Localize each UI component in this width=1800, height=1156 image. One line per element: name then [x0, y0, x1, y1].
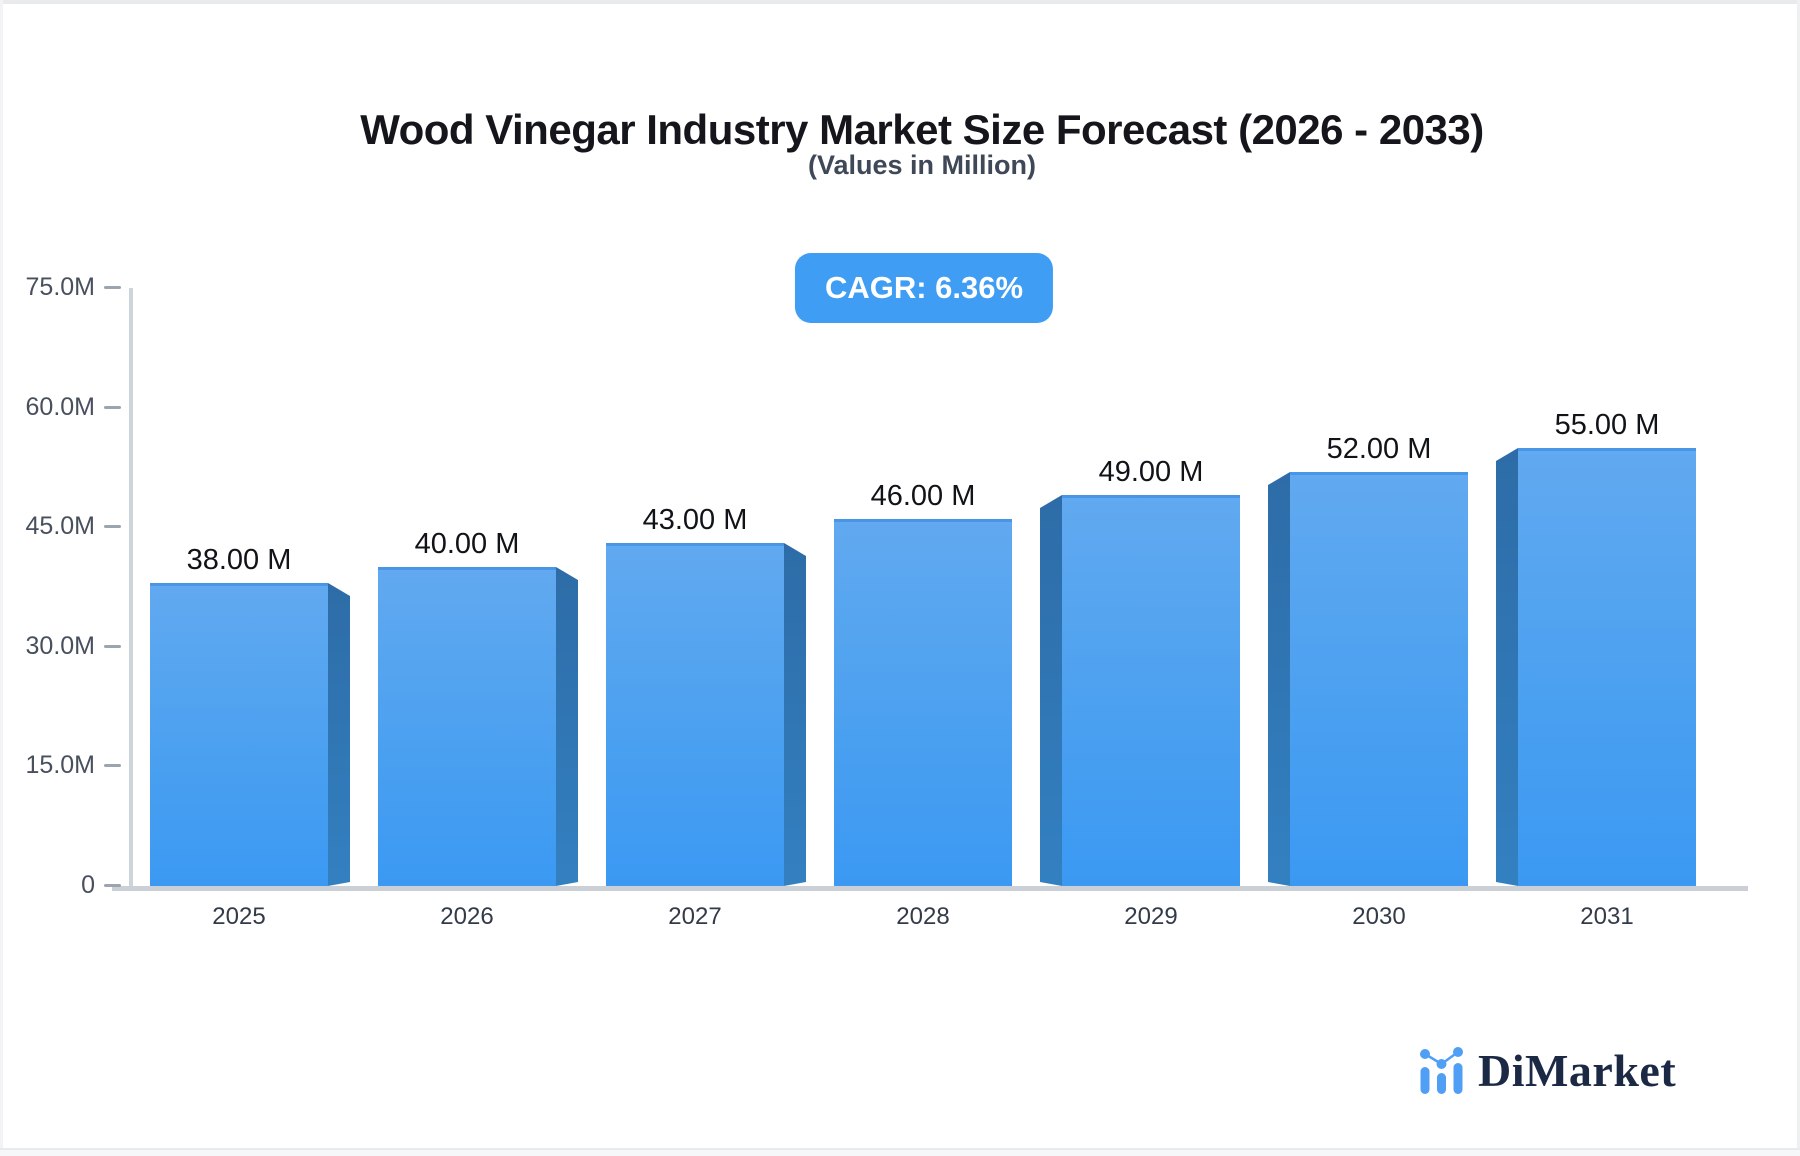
y-tick-mark — [104, 884, 121, 887]
window-edge-bottom-line — [0, 1148, 1800, 1150]
y-tick-mark — [104, 645, 121, 648]
bar-side-panel-2031 — [1496, 448, 1518, 886]
bar-value-label-2026: 40.00 M — [414, 528, 520, 560]
window-edge-right — [1797, 0, 1800, 1156]
bar-value-label-2027: 43.00 M — [642, 504, 748, 536]
y-tick-label-60.0M: 60.0M — [25, 393, 95, 421]
y-tick-label-75.0M: 75.0M — [25, 273, 95, 301]
y-axis-line — [129, 288, 133, 886]
y-tick-label-0: 0 — [81, 871, 95, 899]
x-tick-label-2027: 2027 — [668, 903, 722, 930]
x-tick-label-2025: 2025 — [212, 903, 266, 930]
x-tick-label-2028: 2028 — [896, 903, 950, 930]
brand-name: DiMarket — [1478, 1045, 1677, 1096]
bar-side-panel-2026 — [556, 567, 578, 886]
y-tick-mark — [104, 525, 121, 528]
window-edge-bottom — [0, 1150, 1800, 1156]
x-tick-label-2030: 2030 — [1352, 903, 1406, 930]
bar-side-panel-2030 — [1268, 472, 1290, 886]
bar-face-2027[interactable] — [606, 543, 784, 886]
bar-value-label-2025: 38.00 M — [186, 544, 292, 576]
window-edge-top — [0, 0, 1800, 4]
x-tick-label-2026: 2026 — [440, 903, 494, 930]
chart-title: Wood Vinegar Industry Market Size Foreca… — [360, 106, 1484, 153]
bar-face-2028[interactable] — [834, 519, 1012, 886]
bar-side-panel-2025 — [328, 583, 350, 886]
y-tick-label-15.0M: 15.0M — [25, 751, 95, 779]
cagr-badge: CAGR: 6.36% — [794, 253, 1054, 323]
bar-value-label-2030: 52.00 M — [1326, 433, 1432, 465]
brand-watermark: DiMarket — [1420, 1042, 1676, 1094]
y-tick-mark — [104, 286, 121, 289]
y-tick-mark — [104, 406, 121, 409]
window-edge-left — [0, 0, 3, 1156]
bar-value-label-2029: 49.00 M — [1098, 456, 1204, 488]
bar-side-panel-2027 — [784, 543, 806, 886]
bar-value-label-2031: 55.00 M — [1554, 409, 1660, 441]
bar-chart-logo-icon — [1420, 1046, 1464, 1094]
bar-face-2030[interactable] — [1290, 472, 1468, 886]
bar-face-2029[interactable] — [1062, 495, 1240, 886]
bar-face-2026[interactable] — [378, 567, 556, 886]
x-tick-label-2029: 2029 — [1124, 903, 1178, 930]
bar-face-2025[interactable] — [150, 583, 328, 886]
y-tick-label-45.0M: 45.0M — [25, 512, 95, 540]
bar-side-panel-2029 — [1040, 495, 1062, 886]
y-tick-mark — [104, 764, 121, 767]
bar-face-2031[interactable] — [1518, 448, 1696, 886]
chart-subtitle: (Values in Million) — [807, 150, 1037, 180]
bar-value-label-2028: 46.00 M — [870, 480, 976, 512]
x-axis-baseline — [112, 886, 1748, 891]
y-tick-label-30.0M: 30.0M — [25, 632, 95, 660]
x-tick-label-2031: 2031 — [1580, 903, 1634, 930]
